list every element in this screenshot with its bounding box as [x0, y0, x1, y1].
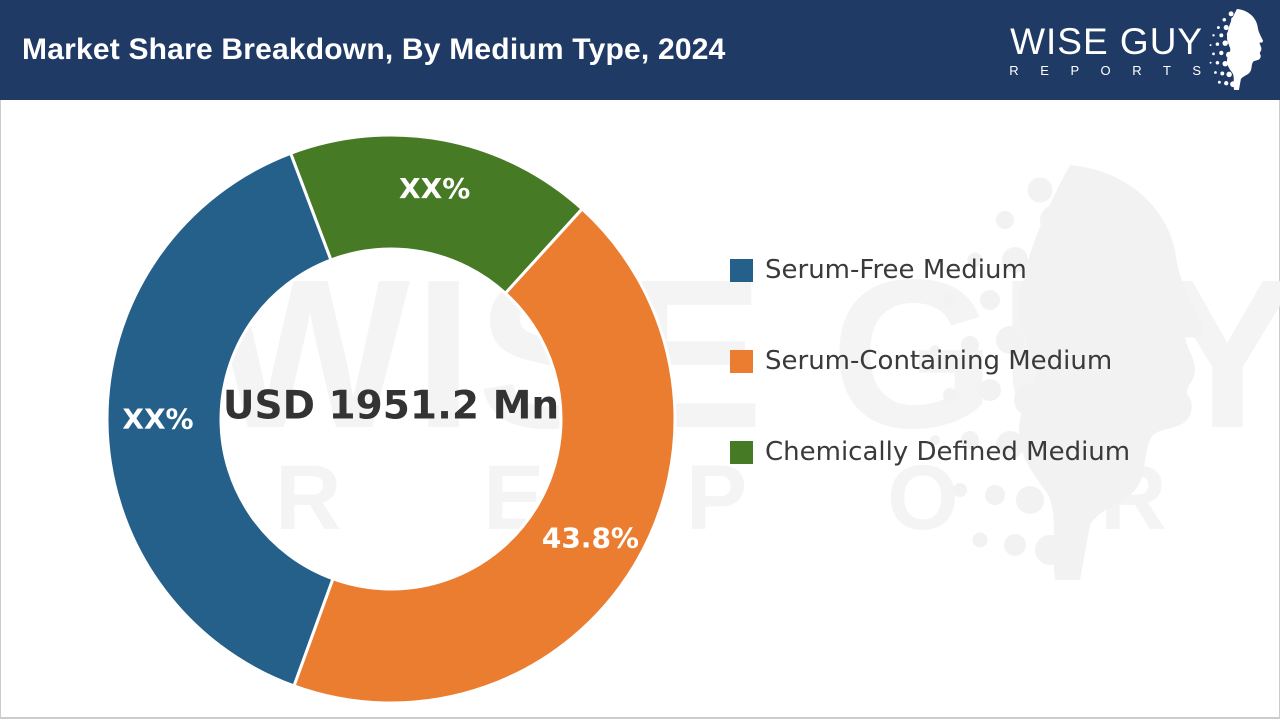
page-title: Market Share Breakdown, By Medium Type, …	[22, 33, 726, 66]
legend-label: Chemically Defined Medium	[765, 437, 1131, 467]
logo-name: WISE GUY	[1010, 21, 1204, 62]
slice-percentage-label: 43.8%	[542, 521, 639, 554]
donut-slice-serum-containing-medium	[292, 207, 677, 705]
dotted-face-icon	[1204, 8, 1266, 92]
legend-swatch-blue	[730, 258, 753, 282]
donut-center-value: USD 1951.2 Mn	[222, 383, 560, 429]
legend-swatch-green	[730, 440, 753, 464]
wise-guy-logo: WISE GUY R E P O R T S	[1003, 8, 1280, 92]
legend-label: Serum-Free Medium	[765, 255, 1027, 285]
slice-percentage-label: XX%	[399, 172, 470, 205]
slice-percentage-label: XX%	[122, 402, 193, 435]
donut-slice-serum-free-medium	[105, 151, 335, 688]
logo-subtitle: R E P O R T S	[1009, 63, 1210, 78]
logo-text: WISE GUY R E P O R T S	[1003, 23, 1210, 77]
legend-label: Serum-Containing Medium	[765, 346, 1113, 376]
legend-item-serum-free-medium: Serum-Free Medium	[730, 248, 1130, 292]
legend-item-chemically-defined-medium: Chemically Defined Medium	[730, 430, 1130, 474]
legend-swatch-orange	[730, 349, 753, 373]
legend-item-serum-containing-medium: Serum-Containing Medium	[730, 339, 1130, 383]
donut-slice-chemically-defined-medium	[289, 133, 584, 295]
chart-legend: Serum-Free Medium Serum-Containing Mediu…	[730, 248, 1130, 521]
header-bar: Market Share Breakdown, By Medium Type, …	[0, 0, 1280, 100]
